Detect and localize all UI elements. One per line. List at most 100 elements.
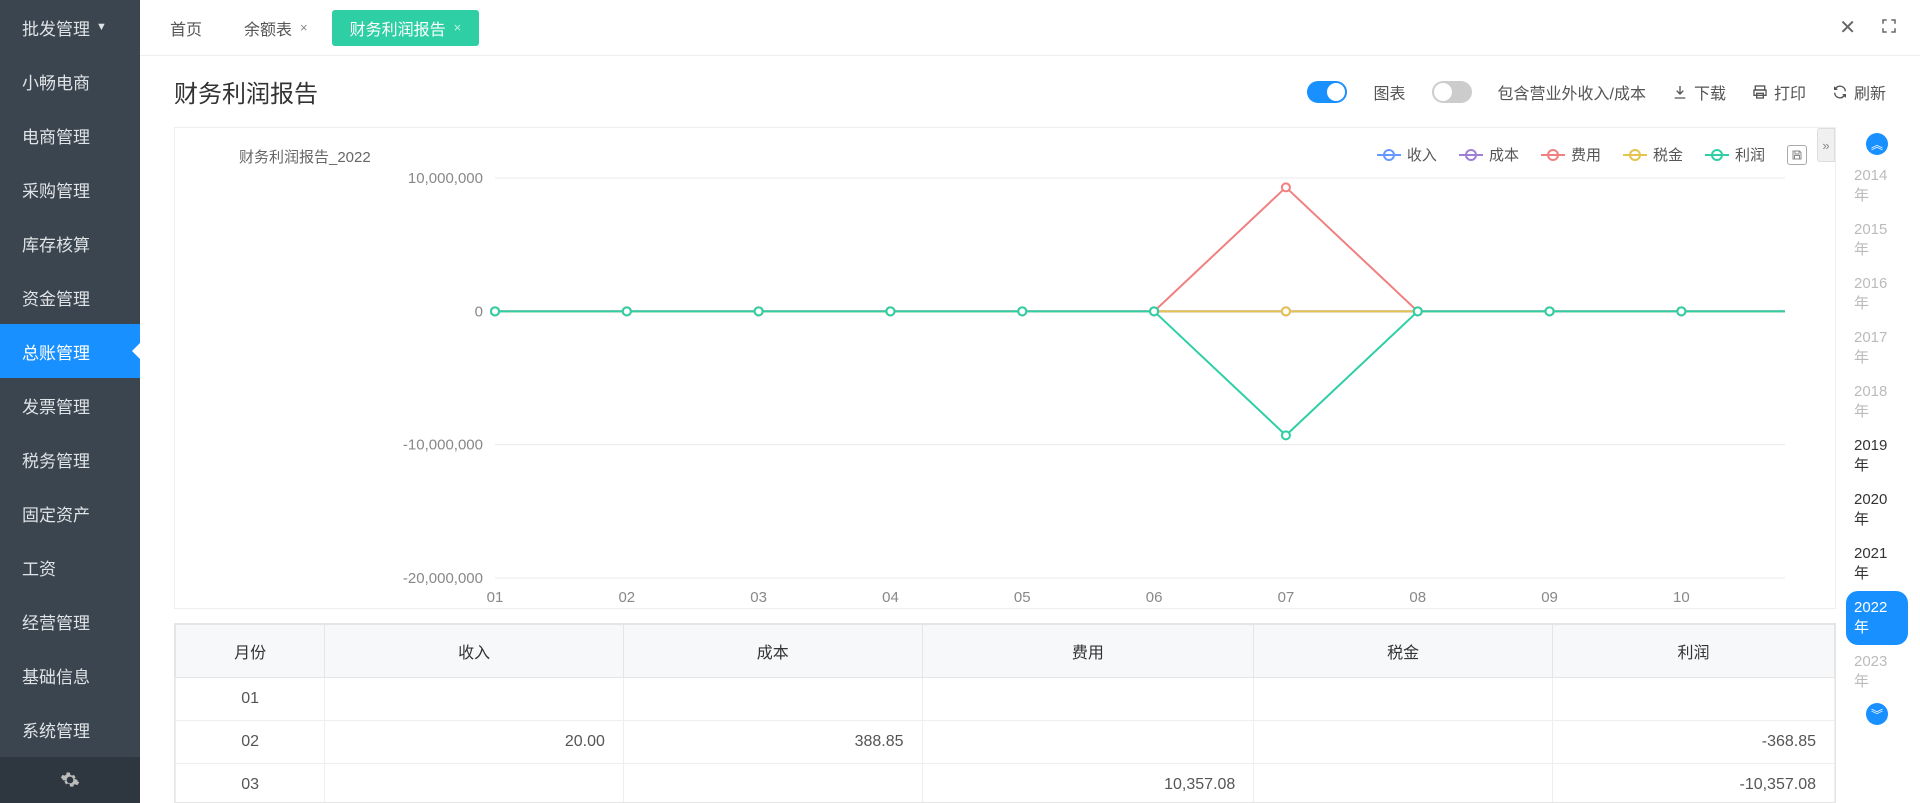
tab-0[interactable]: 首页 xyxy=(152,10,220,46)
legend-item-税金[interactable]: 税金 xyxy=(1623,144,1683,165)
tab-2[interactable]: 财务利润报告 × xyxy=(332,10,480,46)
gear-icon xyxy=(60,770,80,790)
main: 首页余额表×财务利润报告× ✕ 财务利润报告 图表 包含营业外收入/成本 下载 xyxy=(140,0,1920,803)
cell xyxy=(325,764,624,803)
legend-item-费用[interactable]: 费用 xyxy=(1541,144,1601,165)
cell: 02 xyxy=(176,721,325,764)
download-label: 下载 xyxy=(1694,80,1726,104)
chart-toggle[interactable] xyxy=(1307,81,1347,103)
tab-close-icon[interactable]: × xyxy=(454,20,462,35)
sidebar-item-5[interactable]: 总账管理 xyxy=(0,324,140,378)
print-button[interactable]: 打印 xyxy=(1752,80,1806,104)
sidebar-top-label: 批发管理 xyxy=(22,15,90,40)
chart-title: 财务利润报告_2022 xyxy=(239,146,371,167)
fullscreen-icon[interactable] xyxy=(1880,17,1898,38)
svg-text:04: 04 xyxy=(882,589,899,606)
svg-text:0: 0 xyxy=(475,303,483,320)
table-row: 0310,357.08-10,357.08 xyxy=(176,764,1835,803)
year-item: 2015年 xyxy=(1846,213,1908,267)
sidebar-item-1[interactable]: 电商管理 xyxy=(0,108,140,162)
sidebar-settings[interactable] xyxy=(0,757,140,803)
chart-save-icon[interactable] xyxy=(1787,145,1807,165)
download-button[interactable]: 下载 xyxy=(1672,80,1726,104)
chart-legend: 收入 成本 费用 税金 利润 xyxy=(1377,144,1807,165)
svg-text:-20,000,000: -20,000,000 xyxy=(403,570,483,587)
year-item: 2018年 xyxy=(1846,375,1908,429)
sidebar-item-12[interactable]: 系统管理 xyxy=(0,702,140,756)
svg-text:05: 05 xyxy=(1014,589,1031,606)
cell xyxy=(1254,764,1553,803)
year-item: 2023年 xyxy=(1846,645,1908,699)
collapse-panel-button[interactable]: » xyxy=(1817,128,1835,162)
cell: 03 xyxy=(176,764,325,803)
legend-item-利润[interactable]: 利润 xyxy=(1705,144,1765,165)
cell xyxy=(325,678,624,721)
legend-label: 费用 xyxy=(1571,144,1601,165)
sidebar-item-8[interactable]: 固定资产 xyxy=(0,486,140,540)
year-down-button[interactable]: ︾ xyxy=(1866,703,1888,725)
svg-text:10: 10 xyxy=(1673,589,1690,606)
col-header: 利润 xyxy=(1552,625,1834,678)
sidebar-item-0[interactable]: 小畅电商 xyxy=(0,54,140,108)
download-icon xyxy=(1672,84,1688,100)
legend-label: 税金 xyxy=(1653,144,1683,165)
sidebar-item-4[interactable]: 资金管理 xyxy=(0,270,140,324)
col-header: 费用 xyxy=(922,625,1254,678)
svg-text:06: 06 xyxy=(1146,589,1163,606)
sidebar-item-11[interactable]: 基础信息 xyxy=(0,648,140,702)
legend-item-成本[interactable]: 成本 xyxy=(1459,144,1519,165)
tab-1[interactable]: 余额表 × xyxy=(226,10,326,46)
chart-card: 财务利润报告_2022 收入成本费用税金利润 » 10,000,0000-10,… xyxy=(174,127,1836,609)
legend-label: 利润 xyxy=(1735,144,1765,165)
table-row: 01 xyxy=(176,678,1835,721)
sidebar-item-9[interactable]: 工资 xyxy=(0,540,140,594)
col-header: 成本 xyxy=(623,625,922,678)
extra-toggle[interactable] xyxy=(1432,81,1472,103)
year-item[interactable]: 2020年 xyxy=(1846,483,1908,537)
sidebar-item-6[interactable]: 发票管理 xyxy=(0,378,140,432)
sidebar-top[interactable]: 批发管理 ▼ xyxy=(0,0,140,54)
year-item[interactable]: 2022年 xyxy=(1846,591,1908,645)
year-item[interactable]: 2019年 xyxy=(1846,429,1908,483)
page-title: 财务利润报告 xyxy=(174,74,318,109)
sidebar-item-10[interactable]: 经营管理 xyxy=(0,594,140,648)
year-selector: ︽ 2014年2015年2016年2017年2018年2019年2020年202… xyxy=(1846,127,1908,803)
table-row: 0220.00388.85-368.85 xyxy=(176,721,1835,764)
legend-marker xyxy=(1377,154,1401,156)
tab-label: 财务利润报告 xyxy=(350,16,446,40)
tab-label: 首页 xyxy=(170,16,202,40)
legend-marker xyxy=(1541,154,1565,156)
svg-text:10,000,000: 10,000,000 xyxy=(408,170,483,187)
caret-down-icon: ▼ xyxy=(96,21,107,33)
cell xyxy=(922,721,1254,764)
col-header: 月份 xyxy=(176,625,325,678)
cell: 20.00 xyxy=(325,721,624,764)
year-item[interactable]: 2021年 xyxy=(1846,537,1908,591)
legend-marker xyxy=(1623,154,1647,156)
cell xyxy=(922,678,1254,721)
legend-marker xyxy=(1705,154,1729,156)
cell xyxy=(1254,721,1553,764)
sidebar-item-2[interactable]: 采购管理 xyxy=(0,162,140,216)
tab-close-icon[interactable]: × xyxy=(300,20,308,35)
sidebar-item-3[interactable]: 库存核算 xyxy=(0,216,140,270)
sidebar-item-7[interactable]: 税务管理 xyxy=(0,432,140,486)
year-item: 2017年 xyxy=(1846,321,1908,375)
print-icon xyxy=(1752,84,1768,100)
tab-label: 余额表 xyxy=(244,16,292,40)
svg-text:09: 09 xyxy=(1541,589,1558,606)
refresh-label: 刷新 xyxy=(1854,80,1886,104)
print-label: 打印 xyxy=(1774,80,1806,104)
cell xyxy=(1552,678,1834,721)
extra-toggle-label: 包含营业外收入/成本 xyxy=(1498,80,1646,104)
year-up-button[interactable]: ︽ xyxy=(1866,133,1888,155)
svg-text:08: 08 xyxy=(1409,589,1426,606)
cell: 01 xyxy=(176,678,325,721)
legend-item-收入[interactable]: 收入 xyxy=(1377,144,1437,165)
refresh-button[interactable]: 刷新 xyxy=(1832,80,1886,104)
year-item: 2016年 xyxy=(1846,267,1908,321)
page-header: 财务利润报告 图表 包含营业外收入/成本 下载 打印 刷新 xyxy=(140,56,1920,127)
svg-text:03: 03 xyxy=(750,589,767,606)
close-all-icon[interactable]: ✕ xyxy=(1839,15,1856,40)
legend-label: 收入 xyxy=(1407,144,1437,165)
